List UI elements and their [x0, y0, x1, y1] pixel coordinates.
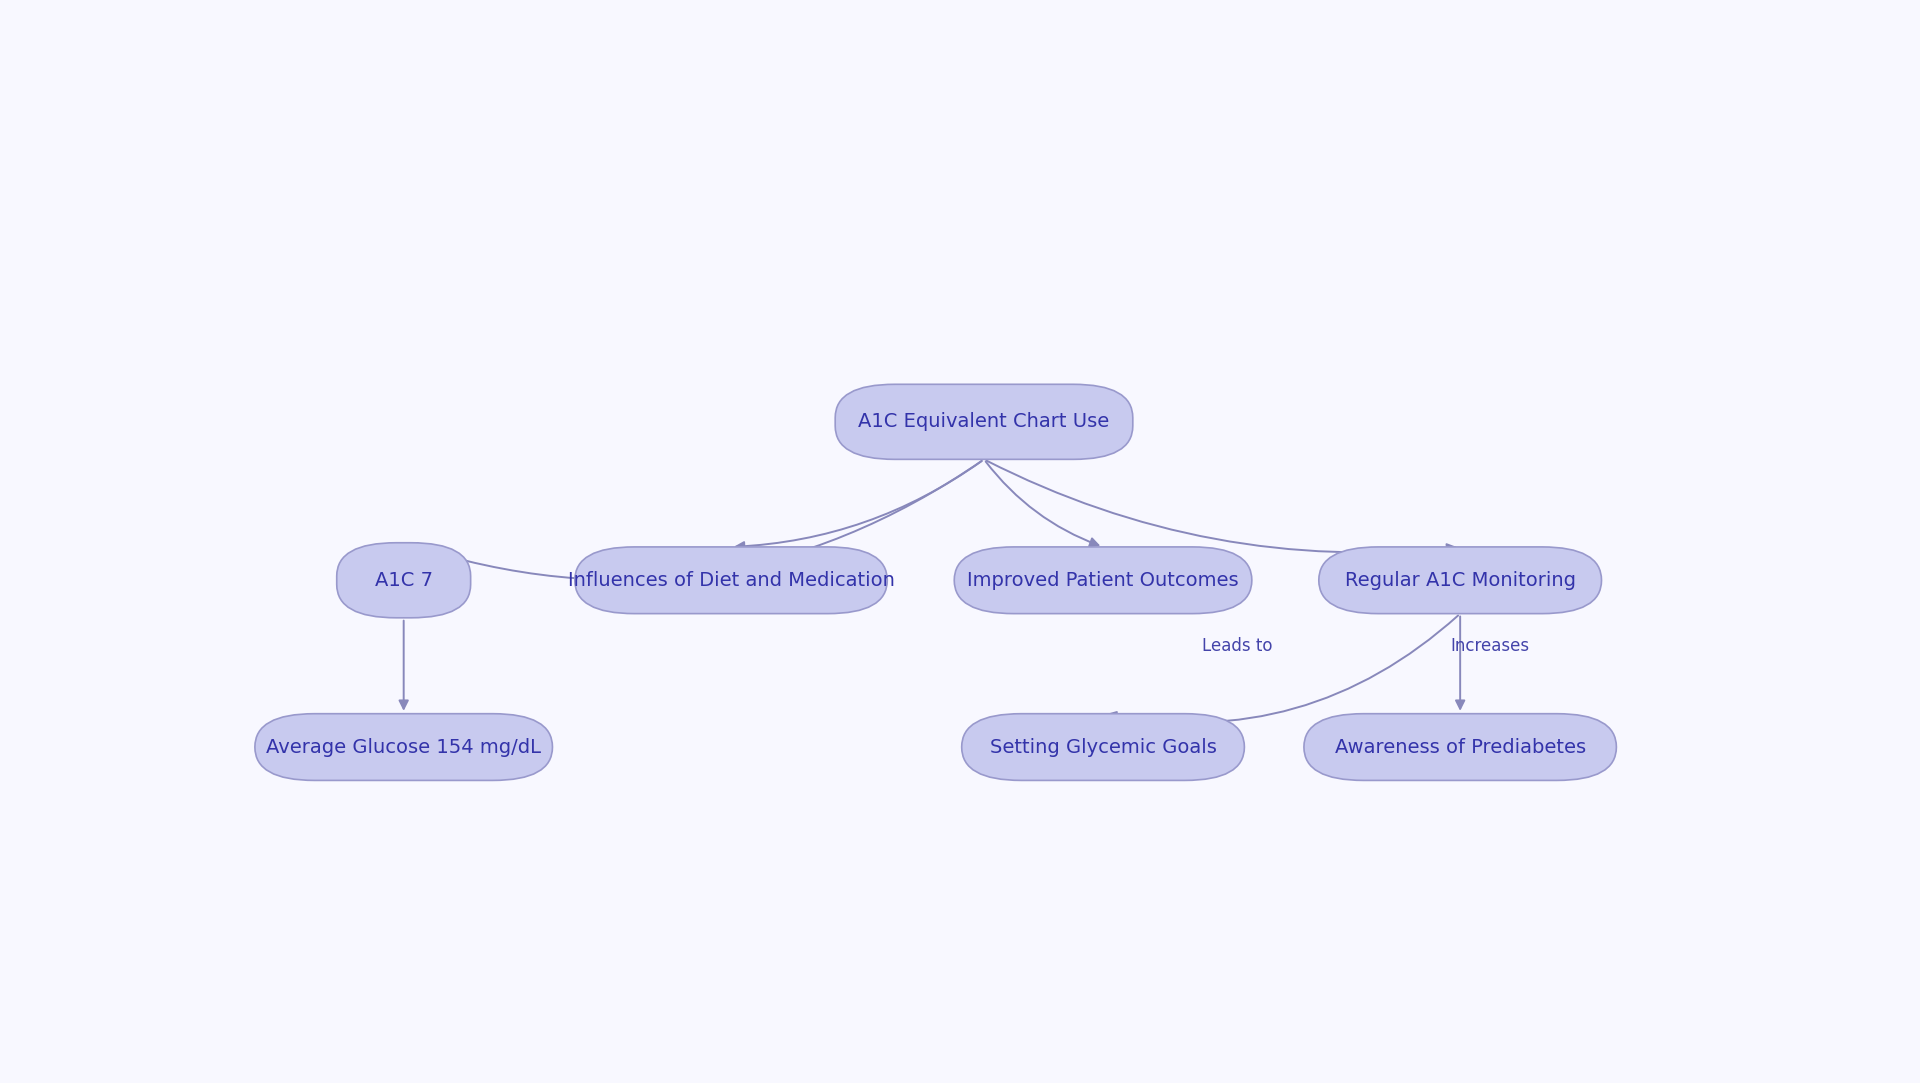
Text: Awareness of Prediabetes: Awareness of Prediabetes: [1334, 738, 1586, 757]
Text: Leads to: Leads to: [1202, 637, 1273, 655]
FancyBboxPatch shape: [962, 714, 1244, 781]
FancyBboxPatch shape: [255, 714, 553, 781]
Text: Setting Glycemic Goals: Setting Glycemic Goals: [989, 738, 1217, 757]
Text: Improved Patient Outcomes: Improved Patient Outcomes: [968, 571, 1238, 590]
Text: Increases: Increases: [1450, 637, 1530, 655]
Text: A1C Equivalent Chart Use: A1C Equivalent Chart Use: [858, 413, 1110, 431]
FancyBboxPatch shape: [954, 547, 1252, 614]
FancyBboxPatch shape: [835, 384, 1133, 459]
Text: Average Glucose 154 mg/dL: Average Glucose 154 mg/dL: [267, 738, 541, 757]
Text: Regular A1C Monitoring: Regular A1C Monitoring: [1344, 571, 1576, 590]
FancyBboxPatch shape: [1319, 547, 1601, 614]
Text: A1C 7: A1C 7: [374, 571, 432, 590]
FancyBboxPatch shape: [1304, 714, 1617, 781]
FancyBboxPatch shape: [574, 547, 887, 614]
Text: Influences of Diet and Medication: Influences of Diet and Medication: [568, 571, 895, 590]
FancyBboxPatch shape: [336, 543, 470, 617]
